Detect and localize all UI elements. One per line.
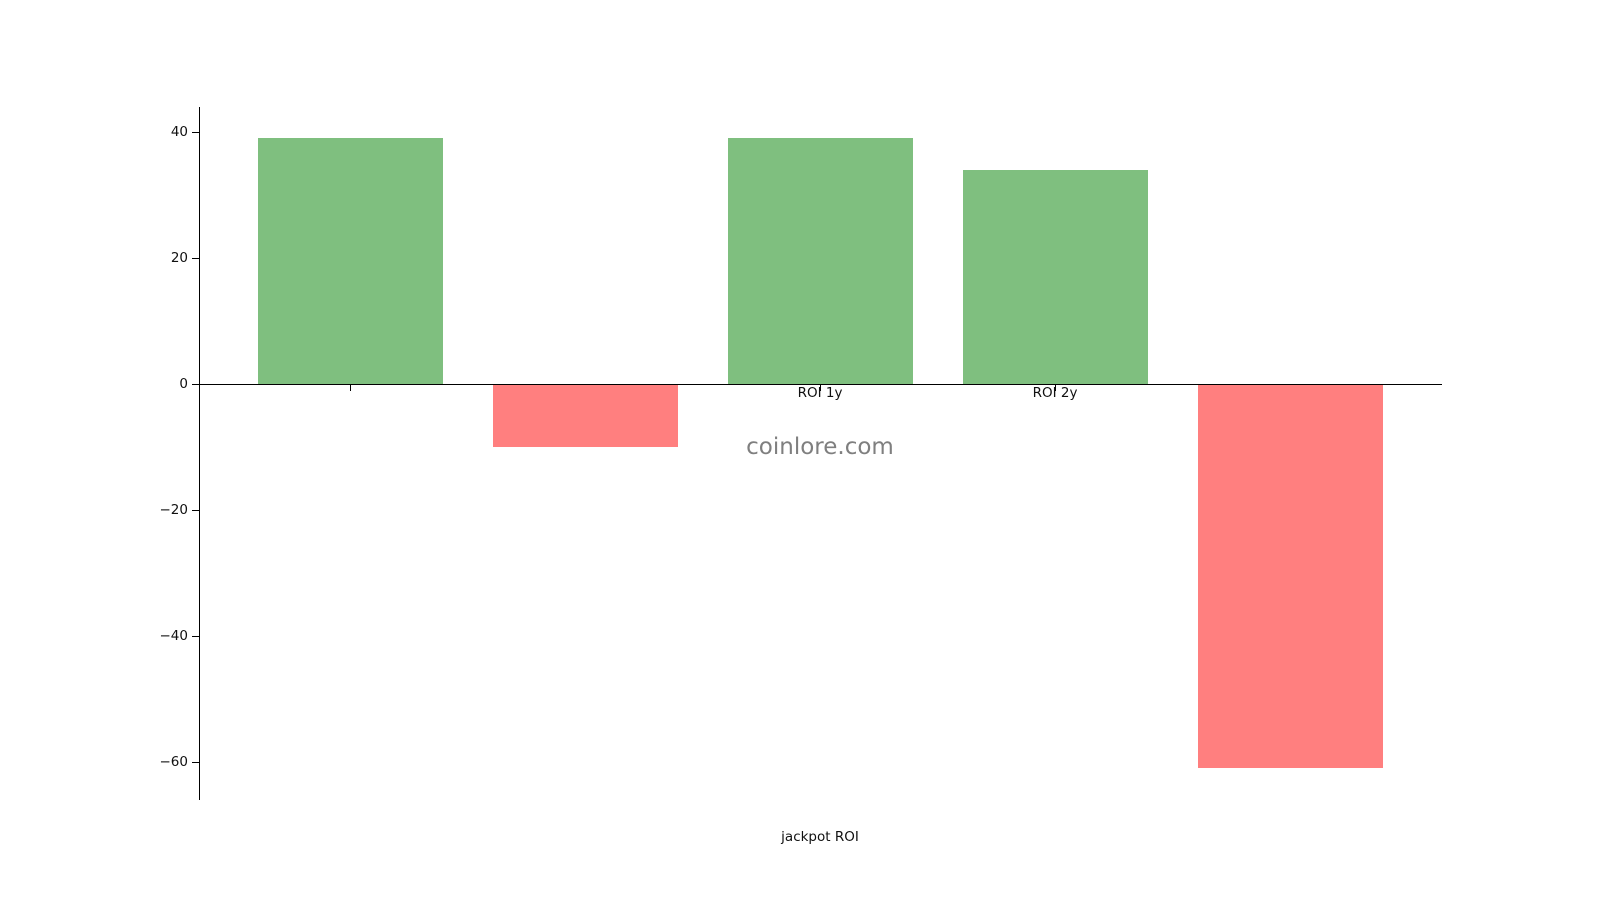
bar: [258, 138, 443, 384]
y-tick: [192, 510, 199, 511]
x-tick: [350, 384, 351, 391]
y-tick: [192, 384, 199, 385]
bar: [493, 384, 678, 447]
bar: [1198, 384, 1383, 768]
y-tick-label: 40: [170, 124, 188, 140]
y-tick-label: −20: [159, 502, 189, 518]
bar: [963, 170, 1148, 384]
y-tick-label: 0: [179, 376, 188, 392]
y-tick-label: 20: [170, 250, 188, 266]
y-axis-line: [199, 107, 200, 800]
x-tick: [1055, 384, 1056, 391]
y-tick: [192, 258, 199, 259]
bar: [728, 138, 913, 384]
x-tick-label: ROI 1y: [797, 385, 843, 401]
x-axis-title: jackpot ROI: [781, 829, 859, 845]
watermark-text: coinlore.com: [746, 434, 894, 460]
y-tick: [192, 132, 199, 133]
y-tick: [192, 762, 199, 763]
x-tick-label: ROI 2y: [1032, 385, 1078, 401]
y-tick-label: −40: [159, 628, 189, 644]
y-tick: [192, 636, 199, 637]
x-axis-line: [199, 384, 1442, 385]
x-tick: [820, 384, 821, 391]
y-tick-label: −60: [159, 754, 189, 770]
